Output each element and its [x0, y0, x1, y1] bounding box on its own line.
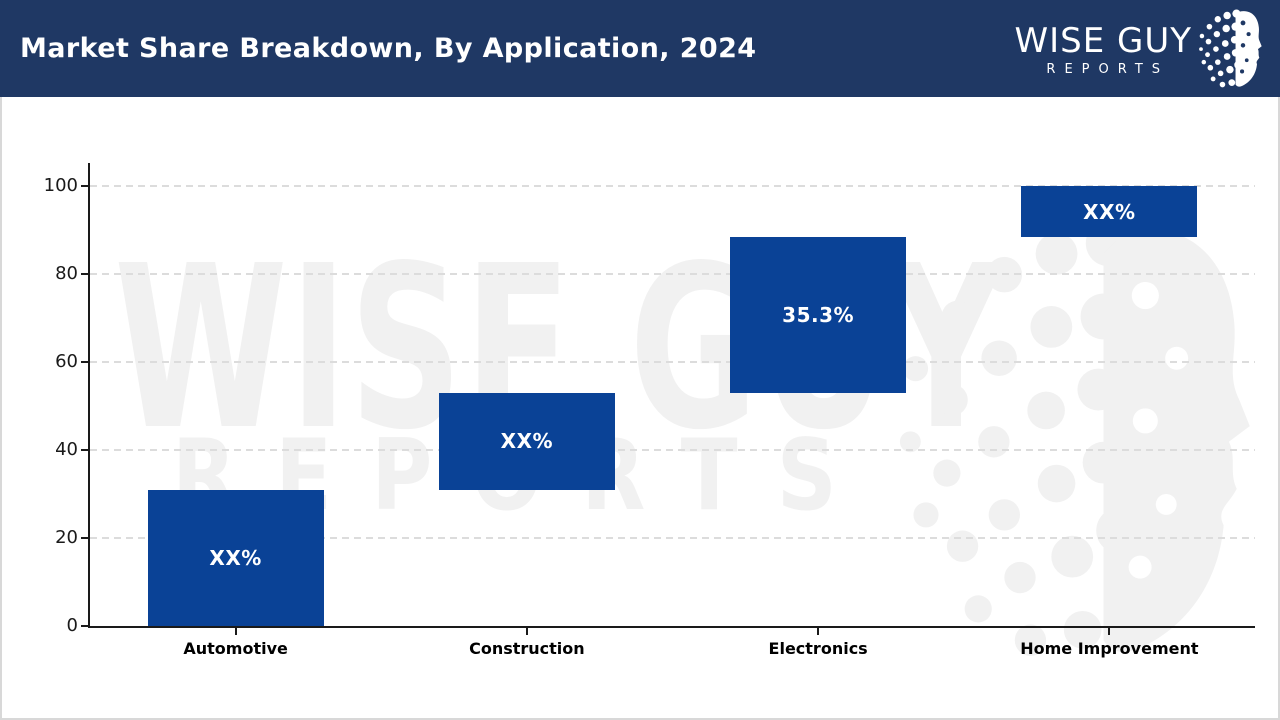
- bar: XX%: [1021, 186, 1198, 238]
- watermark-head-icon: [899, 220, 1250, 656]
- gridline: [90, 273, 1255, 275]
- y-tick: [81, 537, 89, 539]
- bar: XX%: [438, 392, 615, 490]
- x-tick: [817, 628, 820, 635]
- bar-value-label: 35.3%: [782, 303, 855, 328]
- y-tick-label: 100: [43, 175, 78, 196]
- gridline: [90, 361, 1255, 363]
- plot: 0 20 40 60 80 100 XX% Automotive XX% Construction…: [2, 97, 1278, 718]
- x-category-label: Construction: [469, 639, 585, 658]
- bar-value-label: XX%: [1083, 199, 1136, 224]
- y-tick: [81, 625, 89, 627]
- y-tick-label: 0: [66, 615, 78, 636]
- chart-title: Market Share Breakdown, By Application, …: [20, 33, 757, 64]
- y-axis-line: [88, 163, 90, 628]
- x-category-label: Automotive: [183, 639, 288, 658]
- logo-line2: REPORTS: [1046, 62, 1170, 78]
- logo-wordmark: WISE GUY REPORTS: [1014, 20, 1192, 78]
- wiseguy-logo: WISE GUY REPORTS: [1014, 8, 1262, 92]
- y-tick-label: 20: [55, 527, 78, 548]
- bar-value-label: XX%: [500, 429, 554, 454]
- logo-line1: WISE GUY: [1014, 20, 1192, 61]
- x-tick: [1108, 628, 1111, 635]
- x-tick: [525, 628, 528, 635]
- x-axis-line: [88, 626, 1255, 628]
- gridline: [90, 449, 1255, 451]
- header: Market Share Breakdown, By Application, …: [0, 0, 1280, 97]
- wiseguy-head-icon: [1199, 9, 1262, 88]
- x-tick: [234, 628, 237, 635]
- x-category-label: Home Improvement: [1020, 639, 1199, 658]
- bar: XX%: [147, 489, 324, 626]
- gridline: [90, 185, 1255, 187]
- y-tick: [81, 361, 89, 363]
- y-tick-label: 60: [55, 351, 78, 372]
- x-category-label: Electronics: [768, 639, 868, 658]
- y-tick: [81, 273, 89, 275]
- gridline: [90, 537, 1255, 539]
- y-tick: [81, 449, 89, 451]
- y-tick: [81, 185, 89, 187]
- y-tick-label: 40: [55, 439, 78, 460]
- bar: 35.3%: [730, 237, 907, 393]
- bar-value-label: XX%: [209, 545, 262, 570]
- y-tick-label: 80: [55, 263, 78, 284]
